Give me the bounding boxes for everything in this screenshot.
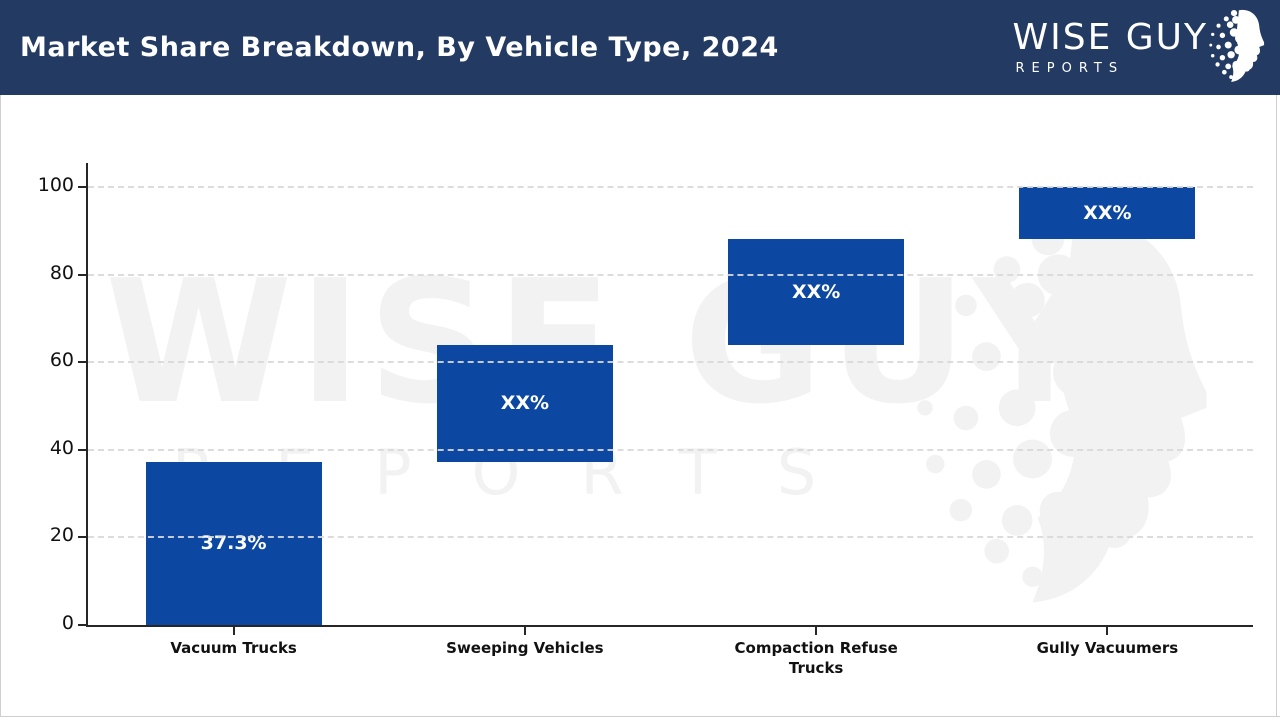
bar-value-label: XX% <box>500 392 550 415</box>
y-tick-label: 40 <box>49 436 74 459</box>
logo-head-icon <box>1209 9 1265 82</box>
bar: XX% <box>728 239 905 346</box>
y-axis-line <box>86 163 88 627</box>
x-tick-mark <box>1106 627 1109 635</box>
gridline <box>88 536 1253 539</box>
x-tick-mark <box>815 627 818 635</box>
logo-reports-text: REPORTS <box>1015 61 1125 76</box>
x-tick-label: Sweeping Vehicles <box>446 639 604 657</box>
y-tick-mark <box>78 273 86 276</box>
x-tick-label: Gully Vacuumers <box>1036 639 1179 657</box>
x-tick-mark <box>523 627 526 635</box>
bottom-border <box>0 716 1280 717</box>
gridline <box>88 186 1253 188</box>
x-tick-mark <box>232 627 235 635</box>
y-tick-label: 20 <box>49 524 74 547</box>
y-tick-label: 60 <box>49 349 74 372</box>
y-tick-mark <box>78 186 86 188</box>
bar: 37.3% <box>145 461 322 625</box>
bar-value-label: XX% <box>1083 202 1132 225</box>
y-tick-mark <box>78 624 86 626</box>
page-title: Market Share Breakdown, By Vehicle Type,… <box>20 32 779 63</box>
bar-value-label: XX% <box>791 281 841 304</box>
y-tick-label: 100 <box>37 174 74 196</box>
y-tick-label: 0 <box>61 612 74 634</box>
logo-text: WISE GUY REPORTS <box>1012 17 1209 77</box>
y-tick-mark <box>78 536 86 539</box>
header: Market Share Breakdown, By Vehicle Type,… <box>0 0 1280 95</box>
x-tick-label: Vacuum Trucks <box>170 639 297 657</box>
x-tick-label: Compaction Refuse Trucks <box>734 639 898 678</box>
y-tick-mark <box>78 361 86 364</box>
y-tick-label: 80 <box>49 261 74 284</box>
gridline <box>88 361 1253 364</box>
gridline <box>88 448 1253 451</box>
bar: XX% <box>1019 187 1196 240</box>
bar: XX% <box>436 345 613 462</box>
right-border <box>1276 95 1277 717</box>
y-tick-mark <box>78 448 86 451</box>
logo: WISE GUY REPORTS <box>1013 6 1267 88</box>
left-border <box>0 95 1 717</box>
gridline <box>88 273 1253 276</box>
x-axis-line <box>86 625 1253 627</box>
logo-wise-guy-text: WISE GUY <box>1012 17 1208 58</box>
